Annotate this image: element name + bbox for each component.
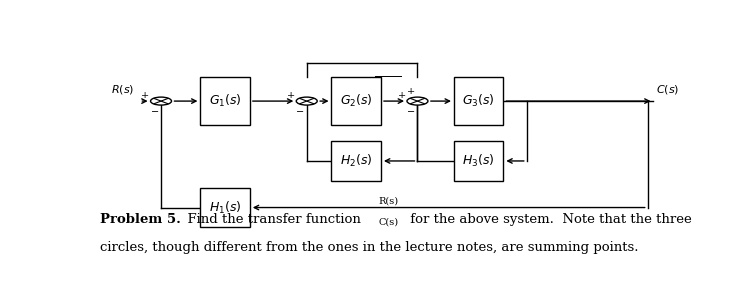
Circle shape — [150, 97, 171, 105]
Text: +: + — [287, 91, 295, 100]
Text: $H_3(s)$: $H_3(s)$ — [462, 153, 495, 169]
Text: $C(s)$: $C(s)$ — [656, 83, 680, 96]
Text: +: + — [407, 87, 415, 96]
FancyBboxPatch shape — [200, 77, 250, 126]
FancyBboxPatch shape — [332, 77, 381, 126]
Text: $H_1(s)$: $H_1(s)$ — [209, 200, 241, 216]
Text: for the above system.  Note that the three: for the above system. Note that the thre… — [406, 213, 692, 226]
Text: C(s): C(s) — [378, 217, 399, 226]
Text: +: + — [398, 91, 406, 100]
Text: circles, though different from the ones in the lecture notes, are summing points: circles, though different from the ones … — [100, 241, 638, 254]
Text: $-$: $-$ — [150, 105, 159, 115]
Text: $R(s)$: $R(s)$ — [111, 83, 135, 96]
FancyBboxPatch shape — [200, 187, 250, 228]
Text: Find the transfer function: Find the transfer function — [178, 213, 360, 226]
Text: Problem 5.: Problem 5. — [100, 213, 180, 226]
Text: $G_2(s)$: $G_2(s)$ — [340, 93, 373, 109]
Text: $H_2(s)$: $H_2(s)$ — [340, 153, 372, 169]
FancyBboxPatch shape — [454, 141, 503, 181]
Text: $-$: $-$ — [296, 105, 305, 115]
Text: R(s): R(s) — [378, 196, 399, 205]
FancyBboxPatch shape — [454, 77, 503, 126]
Text: $-$: $-$ — [406, 105, 415, 115]
Circle shape — [407, 97, 428, 105]
Text: $G_3(s)$: $G_3(s)$ — [462, 93, 495, 109]
Text: $G_1(s)$: $G_1(s)$ — [209, 93, 241, 109]
Circle shape — [296, 97, 317, 105]
FancyBboxPatch shape — [332, 141, 381, 181]
Text: +: + — [141, 91, 150, 100]
